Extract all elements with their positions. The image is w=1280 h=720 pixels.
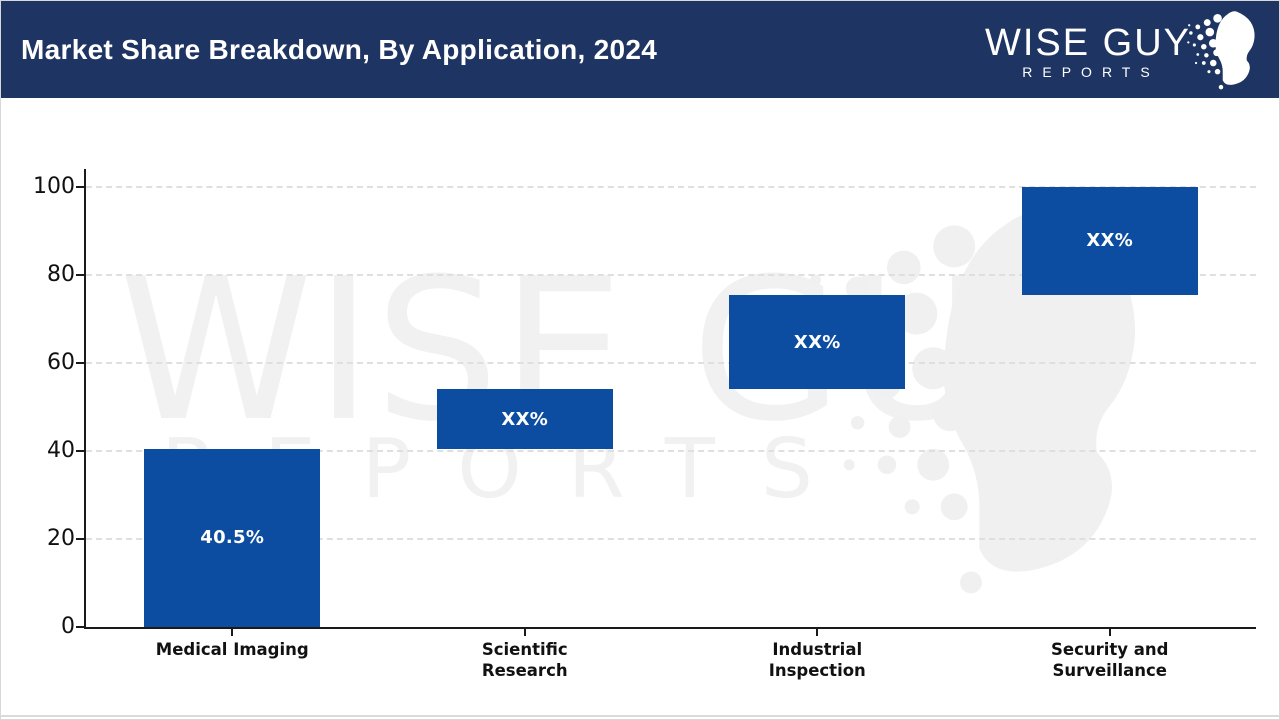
dotted-face-watermark-icon [805,211,1135,594]
logo-reports-label: REPORTS [1022,63,1160,80]
y-tick-mark [76,626,86,628]
category-label: Security and Surveillance [1051,640,1169,680]
footer-divider [1,715,1279,717]
category-label: Medical Imaging [155,640,309,659]
bar: XX% [729,294,906,390]
category-label: Scientific Research [481,640,568,680]
y-tick-label: 0 [61,614,75,639]
bar: 40.5% [144,448,321,627]
bar-value-label: XX% [1086,230,1134,252]
x-tick-mark [231,629,234,636]
y-gridline [86,186,1256,188]
logo-text: WISE GUY REPORTS [985,24,1191,79]
y-gridline [86,450,1256,452]
y-gridline [86,362,1256,364]
x-tick-mark [523,629,526,636]
y-tick-label: 100 [33,174,75,199]
category-label: Industrial Inspection [768,640,866,680]
logo: WISE GUY REPORTS [985,5,1267,97]
bar-value-label: 40.5% [200,527,265,549]
dotted-face-logo-icon [1187,11,1255,90]
y-tick-label: 40 [47,438,75,463]
y-tick-mark [76,274,86,276]
header: Market Share Breakdown, By Application, … [1,1,1279,98]
bar-value-label: XX% [501,408,549,430]
x-tick-mark [1108,629,1111,636]
y-tick-label: 60 [47,350,75,375]
y-tick-mark [76,186,86,188]
y-axis [84,169,86,629]
x-tick-mark [816,629,819,636]
bar-value-label: XX% [793,331,841,353]
bar: XX% [436,389,613,449]
page-title: Market Share Breakdown, By Application, … [21,33,658,65]
y-tick-mark [76,538,86,540]
y-gridline [86,538,1256,540]
y-tick-mark [76,450,86,452]
y-gridline [86,274,1256,276]
y-tick-label: 80 [47,262,75,287]
y-tick-mark [76,362,86,364]
bar: XX% [1021,187,1198,295]
x-axis [84,627,1256,629]
y-tick-label: 20 [47,526,75,551]
logo-wordmark: WISE GUY [984,21,1191,64]
